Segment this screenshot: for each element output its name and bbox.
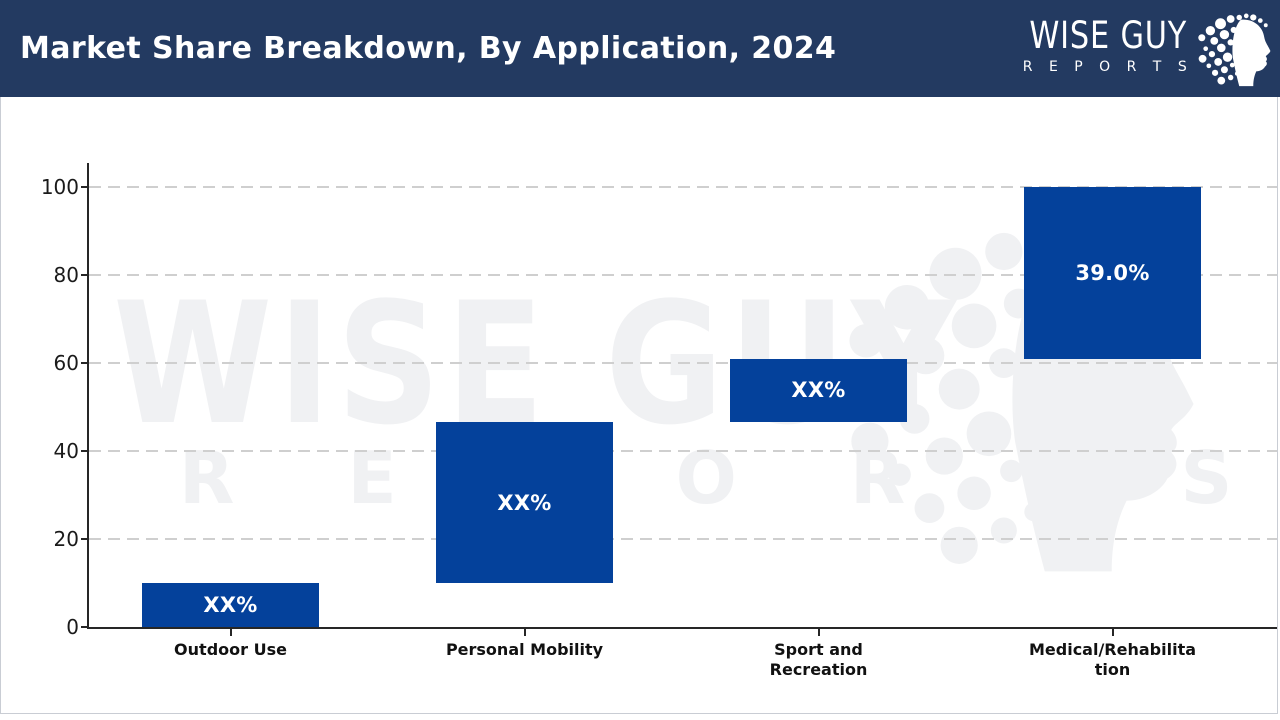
y-tick-mark <box>81 626 88 628</box>
watermark-subtext: R E P O R T S <box>179 436 1277 520</box>
y-tick-label: 80 <box>53 263 79 287</box>
x-tick-label-line: Outdoor Use <box>174 640 287 659</box>
wiseguy-logo: WISE GUY R E P O R T S <box>1022 4 1272 94</box>
y-tick-mark <box>81 186 88 188</box>
y-tick-mark <box>81 362 88 364</box>
grid-line <box>89 274 1277 276</box>
logo-subtext: R E P O R T S <box>1022 58 1193 75</box>
x-tick-label: Sport and Recreation <box>689 640 949 680</box>
x-tick-mark <box>1111 629 1114 636</box>
x-tick-label: Medical/Rehabilita tion <box>983 640 1243 680</box>
bar: XX% <box>436 422 613 583</box>
grid-line <box>89 538 1277 540</box>
y-tick-label: 100 <box>40 175 79 199</box>
y-tick-label: 40 <box>53 439 79 463</box>
bar: 39.0% <box>1024 187 1201 359</box>
bar-value-label: 39.0% <box>1075 260 1150 285</box>
bar-value-label: XX% <box>791 378 846 403</box>
grid-line <box>89 186 1277 188</box>
grid-line <box>89 362 1277 364</box>
bar: XX% <box>730 358 907 423</box>
y-tick-mark <box>81 274 88 276</box>
x-tick-label: Outdoor Use <box>101 640 361 660</box>
bar-value-label: XX% <box>497 490 552 515</box>
x-tick-mark <box>817 629 820 636</box>
x-tick-mark <box>229 629 232 636</box>
y-axis-line <box>87 163 89 629</box>
y-tick-label: 0 <box>66 615 79 639</box>
x-tick-label-line: tion <box>1094 660 1131 679</box>
bar: XX% <box>142 583 319 627</box>
x-tick-label-line: Recreation <box>769 660 868 679</box>
header: Market Share Breakdown, By Application, … <box>0 0 1280 97</box>
y-tick-label: 60 <box>53 351 79 375</box>
x-axis-line <box>87 627 1277 629</box>
logo-wordmark: WISE GUY <box>1028 14 1187 57</box>
bar-value-label: XX% <box>203 593 258 617</box>
y-tick-mark <box>81 450 88 452</box>
x-tick-mark <box>523 629 526 636</box>
y-tick-label: 20 <box>53 527 79 551</box>
grid-line <box>89 450 1277 452</box>
y-tick-mark <box>81 538 88 540</box>
x-tick-label-line: Medical/Rehabilita <box>1028 640 1197 659</box>
x-tick-label: Personal Mobility <box>395 640 655 660</box>
chart-title: Market Share Breakdown, By Application, … <box>20 31 837 66</box>
logo-text: WISE GUY R E P O R T S <box>1012 14 1204 75</box>
x-tick-label-line: Sport and <box>774 640 863 659</box>
x-tick-label-line: Personal Mobility <box>445 640 604 659</box>
logo-head-icon <box>1198 13 1271 87</box>
